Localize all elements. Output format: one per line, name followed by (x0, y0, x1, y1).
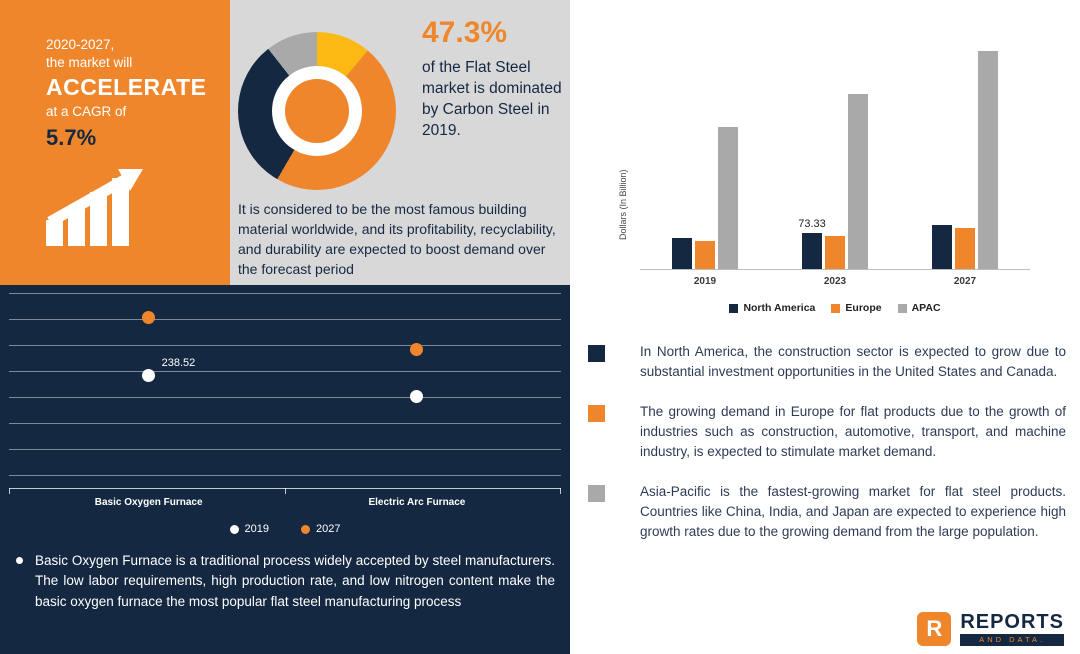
donut-hole (272, 66, 362, 156)
bars-2023: 73.33 (798, 94, 868, 269)
growth-bar-icon (68, 206, 85, 246)
x-tick-2027: 2027 (953, 276, 977, 287)
regional-bullet-list: In North America, the construction secto… (588, 342, 1068, 562)
bar-apac-2027 (978, 51, 998, 269)
gridline (9, 293, 561, 294)
bullet-swatch-icon (588, 345, 605, 362)
gridline (9, 449, 561, 450)
bar-north-america-2023: 73.33 (798, 218, 826, 269)
donut-chart (238, 32, 396, 190)
bar-chart-legend: North America Europe APAC (640, 302, 1030, 314)
dot-legend-label-2019: 2019 (244, 523, 269, 535)
bar-europe-2019 (695, 241, 715, 269)
dot-data-label: 238.52 (161, 357, 196, 370)
bar-north-america-2019 (672, 238, 692, 269)
carbon-stat-value: 47.3% (422, 16, 508, 49)
dot-legend-item-2027: 2027 (301, 523, 340, 535)
bar-apac-2023 (848, 94, 868, 269)
cagr-period: 2020-2027, (46, 37, 115, 52)
x-tick-2019: 2019 (693, 276, 717, 287)
bars-2019 (672, 127, 738, 269)
cagr-value: 5.7% (46, 124, 97, 150)
growth-bars-icon (46, 178, 129, 246)
carbon-steel-panel: 47.3% of the Flat Steel market is domina… (230, 0, 570, 285)
bar-group-2027: 2027 (932, 36, 998, 287)
regional-bar-chart: 2019 73.33 2023 2027 (640, 36, 1030, 287)
donut-center-circle (285, 79, 349, 143)
carbon-paragraph: It is considered to be the most famous b… (238, 201, 556, 277)
axis-tick (285, 488, 286, 494)
bullet-swatch-icon (588, 484, 605, 502)
bullet-dot-icon (16, 557, 23, 564)
carbon-stat-description: of the Flat Steel market is dominated by… (422, 59, 562, 139)
gridline (9, 345, 561, 346)
bar-apac-2019 (718, 127, 738, 269)
cagr-prefix: the market will (46, 55, 133, 71)
dot-legend-swatch-2027 (301, 524, 310, 534)
legend-swatch-europe (831, 303, 841, 313)
legend-label-north-america: North America (743, 302, 816, 314)
legend-label-europe: Europe (845, 302, 882, 314)
furnace-bullet-text: Basic Oxygen Furnace is a traditional pr… (35, 553, 555, 609)
logo-r-icon: R (917, 612, 952, 646)
regional-panel: Dollars (In Billion) 2019 73.33 2023 2027 N… (570, 0, 1080, 654)
gridline (9, 319, 561, 320)
legend-item-europe: Europe (831, 302, 882, 314)
dot-electric-arc-furnace-2019 (410, 389, 424, 403)
up-arrow-icon (47, 169, 143, 227)
logo-brand: REPORTS (960, 611, 1064, 634)
gridline (9, 475, 561, 476)
growth-bar-icon (112, 178, 129, 246)
furnace-dot-plot: 238.52 Basic Oxygen Furnace Electric Arc F… (9, 293, 561, 511)
regional-bullet-0: In North America, the construction secto… (588, 342, 1068, 382)
regional-bullet-text: Asia-Pacific is the fastest-growing mark… (640, 483, 1066, 539)
logo-text: REPORTS AND DATA. (960, 612, 1064, 646)
legend-label-apac: APAC (911, 302, 941, 314)
regional-bullet-2: Asia-Pacific is the fastest-growing mark… (588, 482, 1068, 542)
bar-north-america-2027 (932, 225, 952, 269)
dot-basic-oxygen-furnace-2019 (142, 368, 156, 382)
gridline (9, 423, 561, 424)
bar-data-label: 73.33 (798, 218, 826, 230)
gridline (9, 397, 561, 398)
dot-category-basic-oxygen-furnace: Basic Oxygen Furnace (94, 497, 203, 508)
legend-item-north-america: North America (729, 302, 815, 314)
furnace-panel: 238.52 Basic Oxygen Furnace Electric Arc F… (0, 285, 570, 654)
dot-legend-item-2019: 2019 (229, 523, 269, 535)
growth-bar-icon (46, 220, 63, 246)
axis-tick (560, 488, 561, 494)
dot-category-electric-arc-furnace: Electric Arc Furnace (368, 497, 466, 508)
growth-chart-icon (46, 156, 166, 246)
accelerate-headline: ACCELERATE (46, 74, 207, 101)
reports-and-data-logo: R REPORTS AND DATA. (917, 612, 1064, 646)
axis-tick (9, 488, 10, 494)
cagr-label: at a CAGR of (46, 104, 127, 120)
regional-bullet-text: In North America, the construction secto… (640, 344, 1066, 379)
bar-europe-2023 (825, 236, 845, 269)
legend-item-apac: APAC (897, 302, 941, 314)
dot-plot-legend: 2019 2027 (9, 523, 561, 535)
dot-legend-swatch-2019 (229, 524, 239, 534)
cagr-text-block: 2020-2027, the market will ACCELERATE at… (46, 36, 206, 151)
bar-europe-2027 (955, 228, 975, 269)
furnace-bullet: Basic Oxygen Furnace is a traditional pr… (16, 551, 562, 612)
bars-2027 (932, 51, 998, 269)
bullet-swatch-icon (588, 404, 605, 422)
bar-group-2023: 73.33 2023 (798, 36, 868, 287)
regional-bullet-1: The growing demand in Europe for flat pr… (588, 402, 1068, 462)
legend-swatch-north-america (729, 303, 739, 313)
cagr-panel: 2020-2027, the market will ACCELERATE at… (0, 0, 230, 285)
dot-basic-oxygen-furnace-2027 (142, 310, 156, 324)
gridline (9, 371, 561, 372)
bar-group-2019: 2019 (672, 36, 738, 287)
x-tick-2023: 2023 (823, 276, 847, 287)
legend-swatch-apac (897, 303, 907, 313)
dot-legend-label-2027: 2027 (316, 523, 341, 535)
y-axis-label: Dollars (In Billion) (618, 169, 628, 240)
growth-bar-icon (90, 192, 107, 246)
regional-bullet-text: The growing demand in Europe for flat pr… (640, 403, 1066, 459)
logo-subtitle: AND DATA. (960, 634, 1064, 646)
dot-electric-arc-furnace-2027 (410, 343, 424, 357)
